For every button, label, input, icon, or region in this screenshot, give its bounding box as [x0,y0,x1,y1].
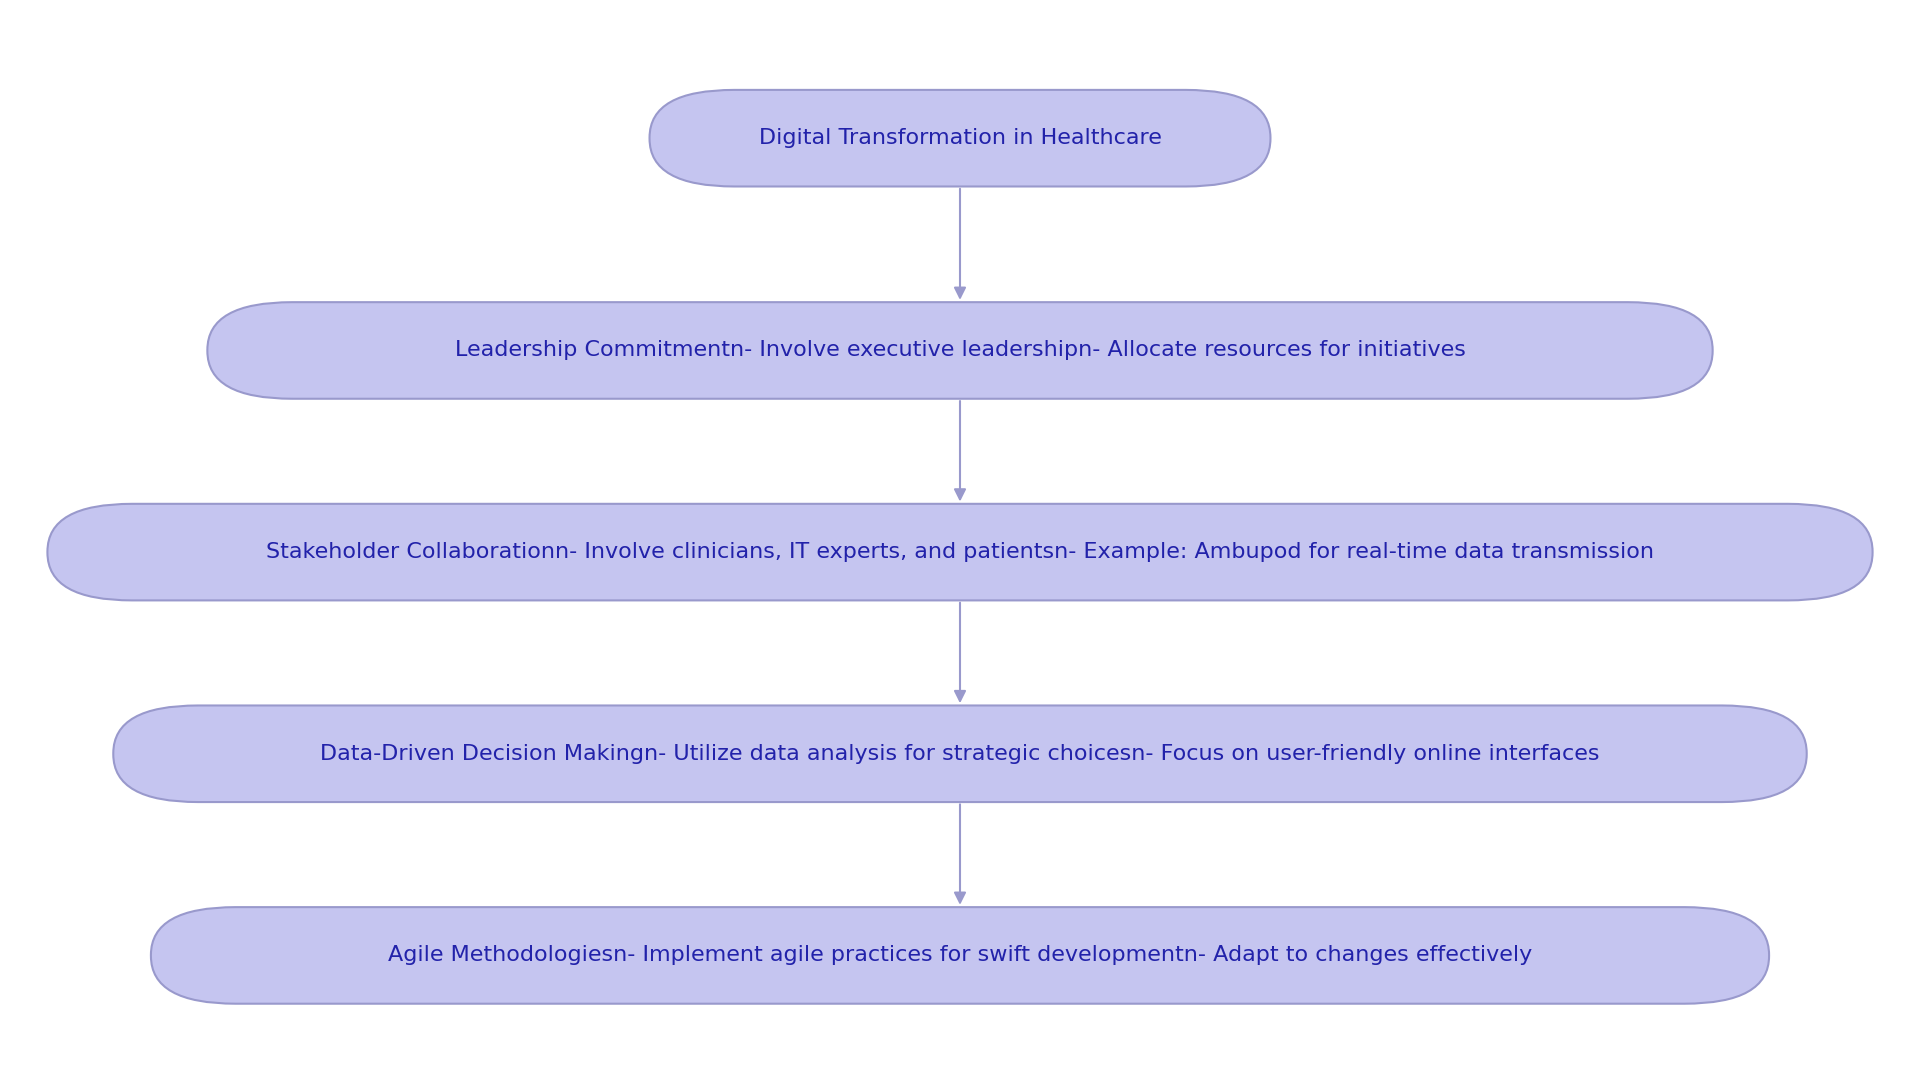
FancyBboxPatch shape [113,705,1807,803]
Text: Data-Driven Decision Makingn- Utilize data analysis for strategic choicesn- Focu: Data-Driven Decision Makingn- Utilize da… [321,744,1599,764]
Text: Stakeholder Collaborationn- Involve clinicians, IT experts, and patientsn- Examp: Stakeholder Collaborationn- Involve clin… [267,543,1653,562]
Text: Agile Methodologiesn- Implement agile practices for swift developmentn- Adapt to: Agile Methodologiesn- Implement agile pr… [388,945,1532,965]
FancyBboxPatch shape [207,302,1713,399]
Text: Digital Transformation in Healthcare: Digital Transformation in Healthcare [758,128,1162,148]
FancyBboxPatch shape [649,90,1271,186]
FancyBboxPatch shape [152,908,1768,1004]
Text: Leadership Commitmentn- Involve executive leadershipn- Allocate resources for in: Leadership Commitmentn- Involve executiv… [455,340,1465,361]
FancyBboxPatch shape [48,504,1872,600]
